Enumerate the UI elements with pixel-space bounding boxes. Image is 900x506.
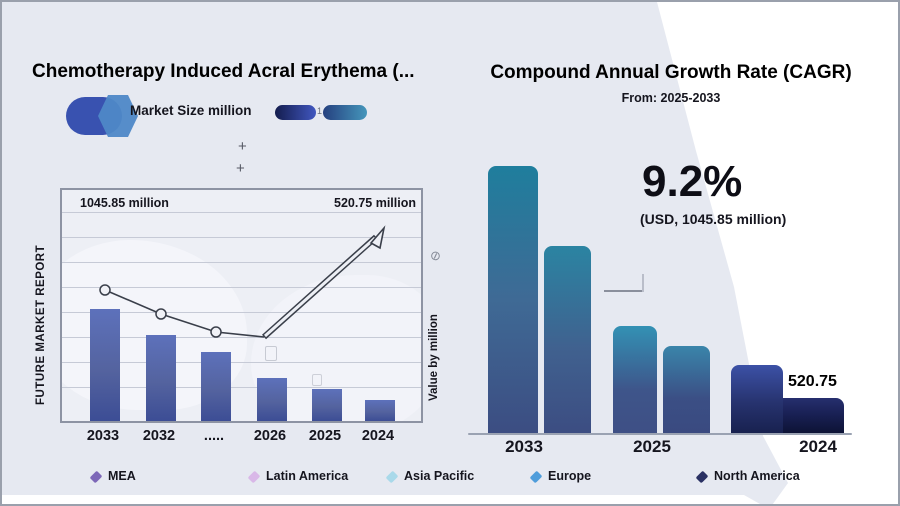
left-chart-plot-area: 1045.85 million 520.75 million (60, 188, 423, 423)
gridline (62, 387, 421, 388)
cagr-bar-2024-a (731, 365, 783, 433)
cagr-bar-2033-b (544, 246, 591, 433)
x-axis-line (468, 433, 852, 435)
circle-slash-icon: ⊘ (427, 246, 443, 265)
faint-watermark-square (265, 346, 277, 361)
gridline (62, 287, 421, 288)
x-label: 2033 (86, 428, 120, 444)
x-label: 2025 (633, 437, 671, 456)
x-label: 2026 (253, 428, 287, 444)
value-axis-label: Value by million (428, 314, 440, 401)
cagr-caption: (USD, 1045.85 million) (640, 211, 787, 227)
cagr-bar-2025-a (613, 326, 657, 433)
plus-mark: + (238, 138, 247, 155)
bar-2033 (90, 309, 120, 421)
left-panel-title: Chemotherapy Induced Acral Erythema (... (32, 61, 415, 82)
bar-2032 (146, 335, 176, 421)
bottom-white-strip (2, 495, 760, 504)
cagr-value: 9.2% (642, 157, 743, 206)
plus-mark: + (236, 160, 245, 177)
x-label: 2024 (361, 428, 395, 444)
legend-label: North America (714, 469, 800, 483)
gridline (62, 212, 421, 213)
bracket-line (604, 290, 644, 292)
bar-2025 (312, 389, 342, 421)
legend-label: Europe (548, 469, 592, 483)
x-label: 2024 (799, 437, 837, 456)
bar-2026 (257, 378, 287, 421)
legend-diamond-icon (89, 470, 103, 484)
cagr-bar-2024-b (783, 398, 844, 433)
annotation-end-value: 520.75 million (334, 196, 416, 210)
gridline (62, 337, 421, 338)
future-market-report-watermark: FUTURE MARKET REPORT (35, 244, 47, 406)
x-label: 2033 (505, 437, 543, 456)
annotation-start-value: 1045.85 million (80, 196, 169, 210)
legend-diamond-icon (529, 470, 543, 484)
faint-watermark-square (312, 374, 322, 386)
right-panel-subtitle: From: 2025-2033 (621, 91, 721, 105)
pill-separator: 1 (317, 106, 323, 116)
x-label: ..... (203, 428, 225, 444)
legend-label: MEA (108, 469, 136, 483)
gridline (62, 262, 421, 263)
cagr-bar-2025-b (663, 346, 710, 433)
x-label: 2025 (308, 428, 342, 444)
market-size-label: Market Size million (130, 103, 252, 118)
data-label-2024: 520.75 (788, 373, 837, 390)
legend-diamond-icon (695, 470, 709, 484)
legend-diamond-icon (247, 470, 261, 484)
gradient-pill-icon (323, 105, 367, 120)
gridline (62, 237, 421, 238)
gradient-pill-icon (275, 105, 316, 120)
bar-ellipsis (201, 352, 231, 421)
bar-2024 (365, 400, 395, 421)
x-label: 2032 (142, 428, 176, 444)
legend-label: Latin America (266, 469, 349, 483)
cagr-bar-2033-a (488, 166, 538, 433)
gridline (62, 362, 421, 363)
legend-diamond-icon (385, 470, 399, 484)
right-panel-title: Compound Annual Growth Rate (CAGR) (490, 62, 852, 83)
bracket-line (642, 274, 644, 292)
trend-line-arrow (99, 225, 386, 340)
gridline (62, 312, 421, 313)
legend-label: Asia Pacific (404, 469, 475, 483)
